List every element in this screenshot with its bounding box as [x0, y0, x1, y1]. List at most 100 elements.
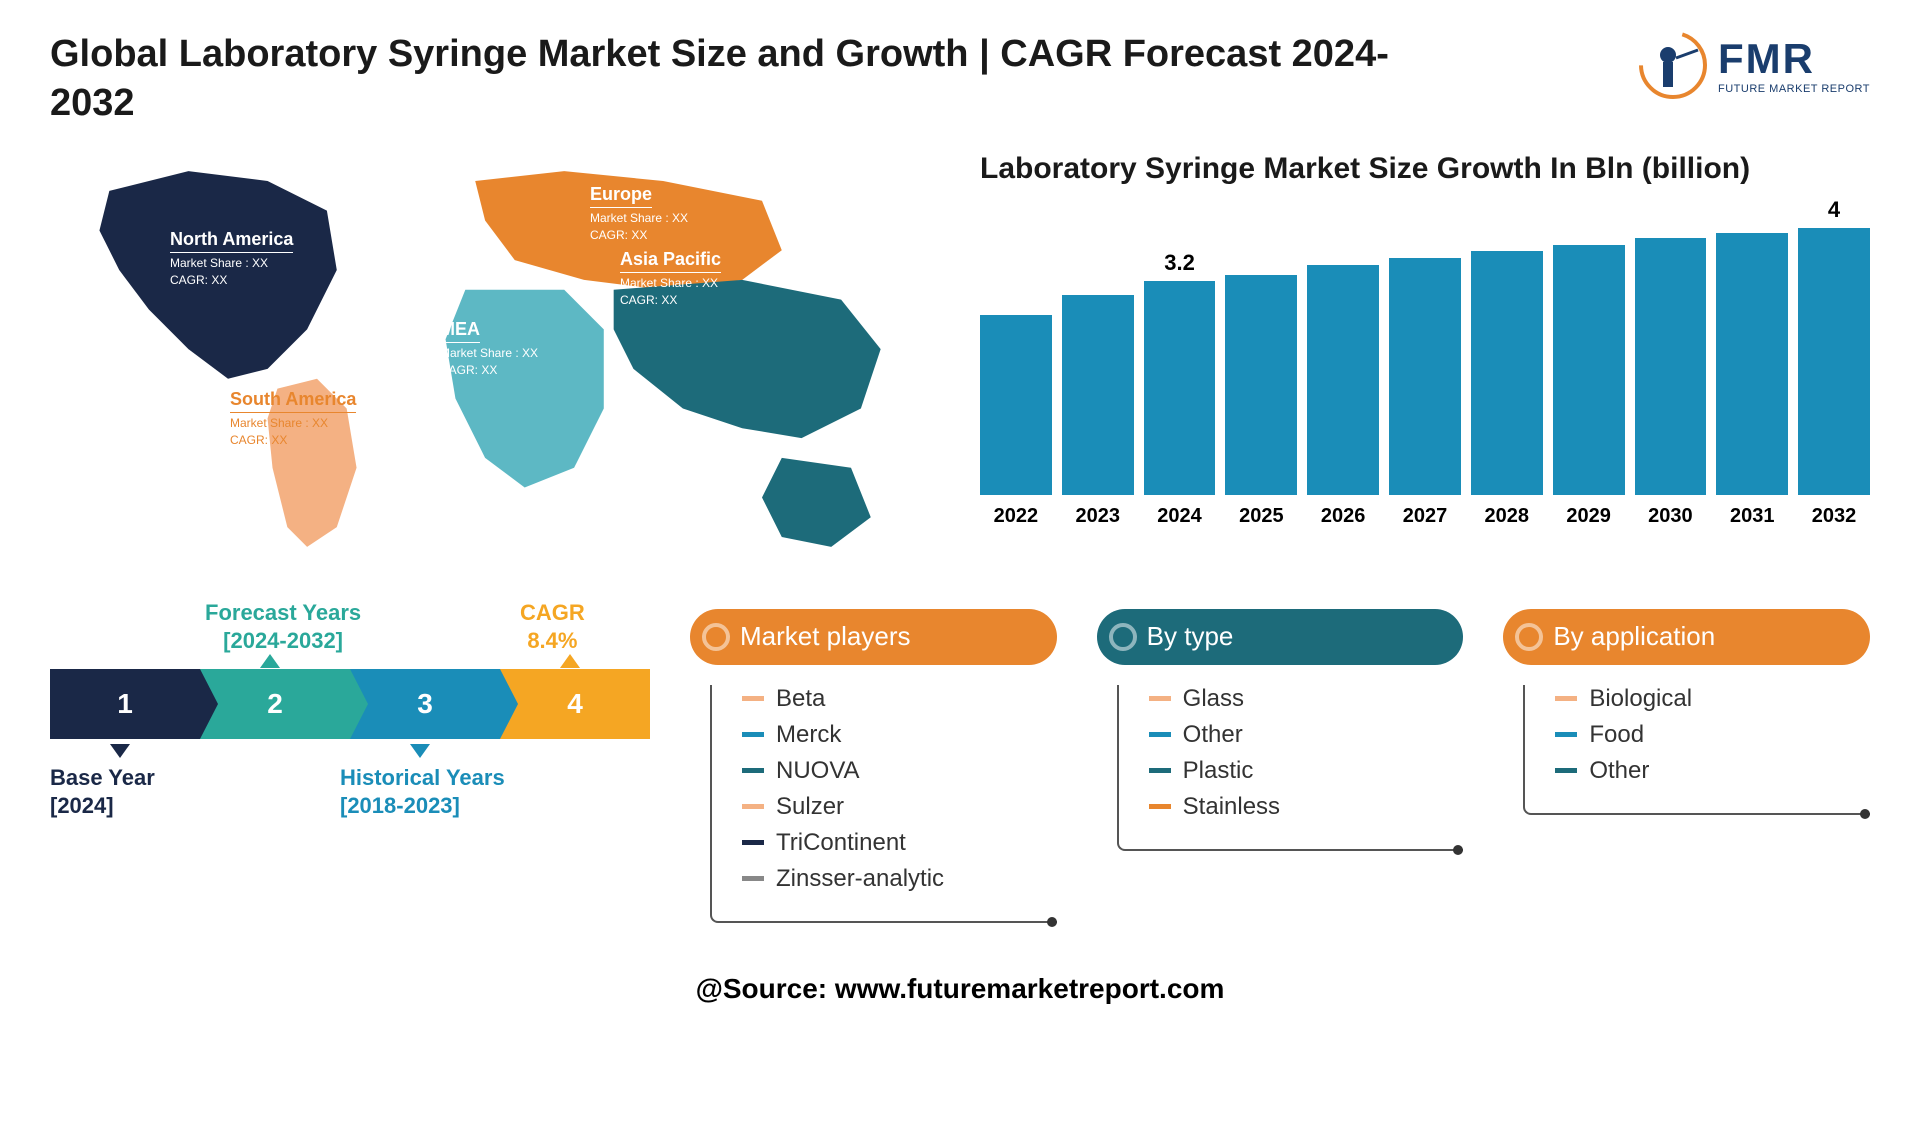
bar: [1798, 228, 1870, 495]
logo-sub: FUTURE MARKET REPORT: [1718, 83, 1870, 95]
timeline-seg-4: 4: [500, 669, 650, 739]
cat-header: By type: [1097, 609, 1464, 665]
cat-item-label: Food: [1589, 721, 1644, 749]
bar-2027: 2027: [1389, 253, 1461, 528]
region-label-mea: MEAMarket Share : XXCAGR: XX: [440, 319, 538, 379]
tick-icon: [1149, 696, 1171, 701]
cat-item-label: Glass: [1183, 685, 1244, 713]
bar-2023: 2023: [1062, 290, 1134, 528]
bar: [1471, 251, 1543, 494]
cat-item-label: Plastic: [1183, 757, 1254, 785]
cat-item: Beta: [742, 685, 1057, 713]
logo-main: FMR: [1718, 35, 1870, 83]
cat-header: By application: [1503, 609, 1870, 665]
tick-icon: [742, 876, 764, 881]
tick-icon: [742, 768, 764, 773]
bar-value: 4: [1828, 197, 1840, 223]
bar-2031: 2031: [1716, 228, 1788, 527]
category-by-application: By application Biological Food Other: [1503, 609, 1870, 923]
chart-title: Laboratory Syringe Market Size Growth In…: [980, 149, 1870, 188]
tick-icon: [1149, 768, 1171, 773]
bar-year: 2029: [1566, 505, 1611, 528]
historical-label: Historical Years[2018-2023]: [340, 764, 505, 821]
header: Global Laboratory Syringe Market Size an…: [50, 30, 1870, 129]
category-by-type: By type Glass Other Plastic Stainless: [1097, 609, 1464, 923]
tick-icon: [1149, 804, 1171, 809]
bar-chart: 2022 2023 3.2 2024 2025 2026 2027 2028 20…: [980, 208, 1870, 528]
cat-list: Biological Food Other: [1523, 685, 1870, 815]
bar: [1225, 275, 1297, 495]
bar-year: 2028: [1485, 505, 1530, 528]
cat-item: Other: [1149, 721, 1464, 749]
cat-title: By type: [1147, 621, 1234, 652]
region-label-na: North AmericaMarket Share : XXCAGR: XX: [170, 229, 293, 289]
cat-item-label: NUOVA: [776, 757, 860, 785]
bar-2032: 4 2032: [1798, 197, 1870, 528]
bar-2022: 2022: [980, 310, 1052, 528]
tick-icon: [1555, 732, 1577, 737]
tick-icon: [1555, 696, 1577, 701]
bar-year: 2024: [1157, 505, 1202, 528]
bar: [1716, 233, 1788, 494]
bar-2026: 2026: [1307, 260, 1379, 528]
bar-year: 2023: [1075, 505, 1120, 528]
bar-year: 2031: [1730, 505, 1775, 528]
bar: [1144, 281, 1216, 494]
cat-item-label: Stainless: [1183, 793, 1280, 821]
region-label-ap: Asia PacificMarket Share : XXCAGR: XX: [620, 249, 721, 309]
bar-2029: 2029: [1553, 240, 1625, 528]
cat-item: NUOVA: [742, 757, 1057, 785]
world-map: North AmericaMarket Share : XXCAGR: XX So…: [50, 149, 940, 569]
cat-list: BetaMerckNUOVASulzerTriContinentZinsser-…: [710, 685, 1057, 923]
source: @Source: www.futuremarketreport.com: [50, 973, 1870, 1005]
tick-icon: [1555, 768, 1577, 773]
cat-item-label: Biological: [1589, 685, 1692, 713]
bar-chart-section: Laboratory Syringe Market Size Growth In…: [980, 149, 1870, 569]
arrow-up-icon: [260, 654, 280, 668]
cagr-label: CAGR8.4%: [520, 599, 585, 656]
forecast-label: Forecast Years[2024-2032]: [205, 599, 361, 656]
cat-title: By application: [1553, 621, 1715, 652]
cat-item-label: Beta: [776, 685, 825, 713]
timeline-seg-1: 1: [50, 669, 200, 739]
timeline-seg-3: 3: [350, 669, 500, 739]
categories: Market players BetaMerckNUOVASulzerTriCo…: [690, 609, 1870, 923]
cat-item: Stainless: [1149, 793, 1464, 821]
cat-item: Other: [1555, 757, 1870, 785]
bar-year: 2022: [994, 505, 1039, 528]
region-label-sa: South AmericaMarket Share : XXCAGR: XX: [230, 389, 356, 449]
cat-item: Biological: [1555, 685, 1870, 713]
bar: [1307, 265, 1379, 495]
bar: [1062, 295, 1134, 495]
bar-2025: 2025: [1225, 270, 1297, 528]
cat-item-label: Zinsser-analytic: [776, 865, 944, 893]
bar-year: 2026: [1321, 505, 1366, 528]
bar: [1635, 238, 1707, 495]
timeline-seg-2: 2: [200, 669, 350, 739]
cat-item: TriContinent: [742, 829, 1057, 857]
bar-2030: 2030: [1635, 233, 1707, 528]
bar-year: 2030: [1648, 505, 1693, 528]
region-label-eu: EuropeMarket Share : XXCAGR: XX: [590, 184, 688, 244]
main-row: North AmericaMarket Share : XXCAGR: XX So…: [50, 149, 1870, 569]
cat-item: Zinsser-analytic: [742, 865, 1057, 893]
logo-text: FMR FUTURE MARKET REPORT: [1718, 35, 1870, 95]
bar: [1389, 258, 1461, 495]
base-label: Base Year[2024]: [50, 764, 155, 821]
timeline-bar: 1234: [50, 669, 650, 739]
bar-year: 2025: [1239, 505, 1284, 528]
cat-item-label: Sulzer: [776, 793, 844, 821]
bar: [980, 315, 1052, 495]
cat-item-label: Other: [1589, 757, 1649, 785]
bar-value: 3.2: [1164, 250, 1195, 276]
bar-2028: 2028: [1471, 246, 1543, 527]
bar-year: 2027: [1403, 505, 1448, 528]
cat-title: Market players: [740, 621, 911, 652]
cat-item-label: Other: [1183, 721, 1243, 749]
cat-item-label: TriContinent: [776, 829, 906, 857]
logo-icon: [1638, 30, 1708, 100]
bar-2024: 3.2 2024: [1144, 250, 1216, 527]
category-market-players: Market players BetaMerckNUOVASulzerTriCo…: [690, 609, 1057, 923]
arrow-up-icon: [560, 654, 580, 668]
cat-header: Market players: [690, 609, 1057, 665]
